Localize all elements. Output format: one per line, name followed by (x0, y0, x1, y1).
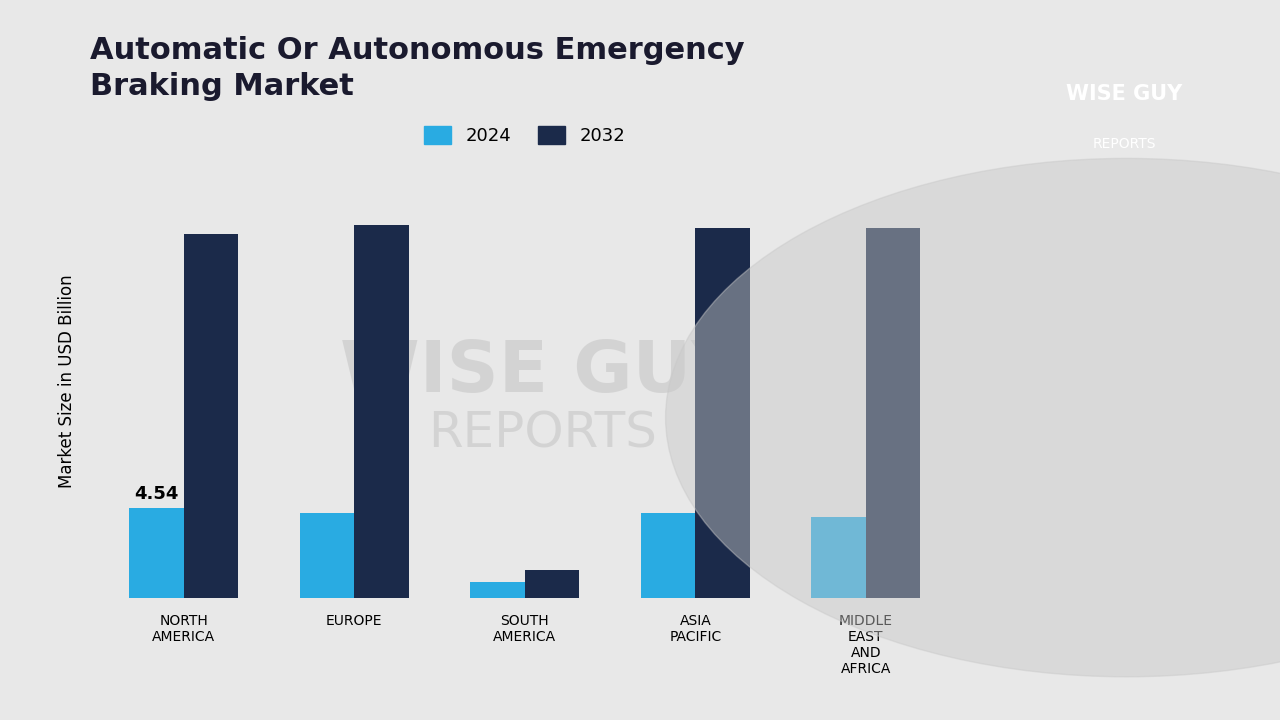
Legend: 2024, 2032: 2024, 2032 (417, 119, 632, 152)
Bar (184, 234, 238, 598)
Bar (300, 513, 355, 598)
Bar (812, 517, 865, 598)
Bar (355, 225, 408, 598)
Text: Automatic Or Autonomous Emergency
Braking Market: Automatic Or Autonomous Emergency Brakin… (90, 36, 744, 101)
Y-axis label: Market Size in USD Billion: Market Size in USD Billion (58, 275, 76, 488)
Circle shape (666, 158, 1280, 677)
Bar (525, 570, 580, 598)
Text: 4.54: 4.54 (134, 485, 179, 503)
Text: WISE GUY: WISE GUY (1066, 84, 1183, 104)
Bar (865, 228, 920, 598)
Text: REPORTS: REPORTS (1092, 137, 1156, 151)
Bar (129, 508, 184, 598)
Text: REPORTS: REPORTS (428, 410, 657, 457)
Text: WISE GUY: WISE GUY (340, 338, 744, 408)
Bar (641, 513, 695, 598)
Bar (695, 228, 750, 598)
Bar (470, 582, 525, 598)
